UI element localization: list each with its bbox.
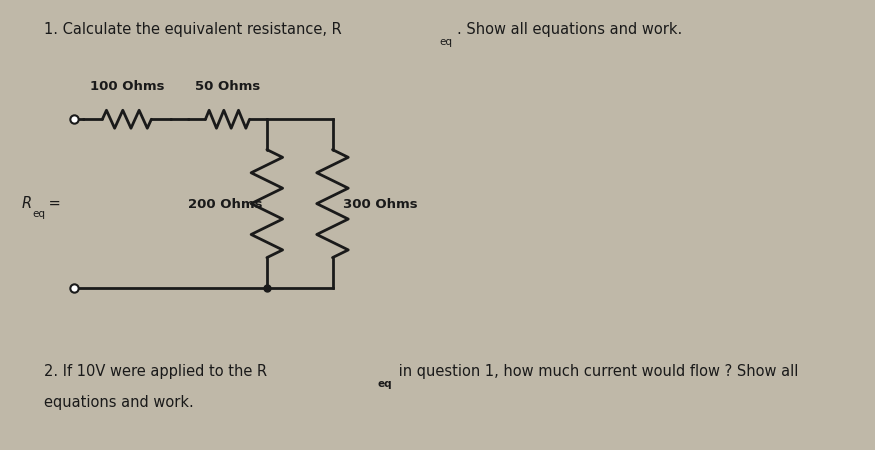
Text: 2. If 10V were applied to the R: 2. If 10V were applied to the R	[44, 364, 267, 379]
Text: 50 Ohms: 50 Ohms	[195, 80, 260, 93]
Text: eq: eq	[32, 208, 46, 219]
Text: in question 1, how much current would flow ? Show all: in question 1, how much current would fl…	[394, 364, 798, 379]
Text: R: R	[22, 196, 32, 211]
Text: =: =	[44, 196, 60, 211]
Text: . Show all equations and work.: . Show all equations and work.	[457, 22, 682, 37]
Text: 1. Calculate the equivalent resistance, R: 1. Calculate the equivalent resistance, …	[44, 22, 341, 37]
Text: equations and work.: equations and work.	[44, 395, 193, 410]
Text: 300 Ohms: 300 Ohms	[343, 198, 418, 211]
Text: eq: eq	[378, 379, 393, 389]
Text: 100 Ohms: 100 Ohms	[89, 80, 164, 93]
Text: 200 Ohms: 200 Ohms	[187, 198, 262, 211]
Text: eq: eq	[439, 37, 452, 47]
